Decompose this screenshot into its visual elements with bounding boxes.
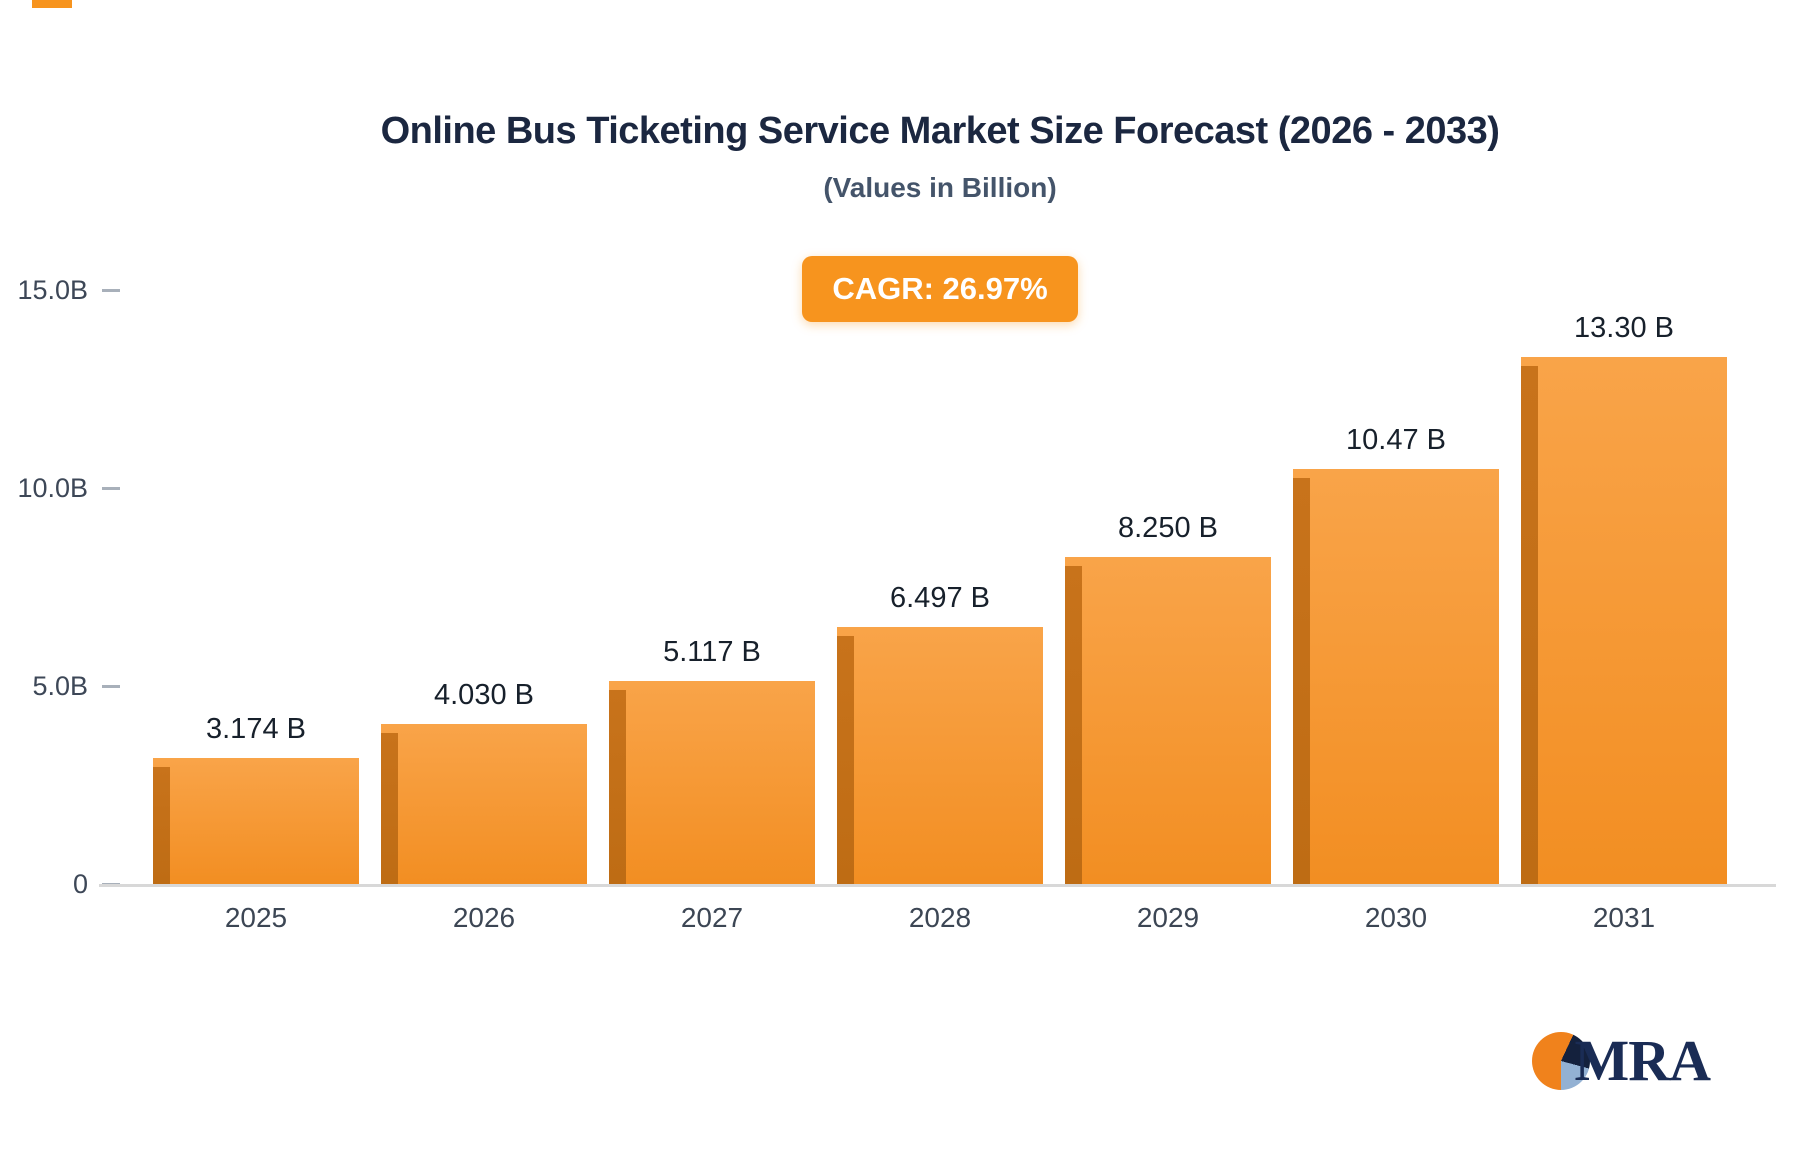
bar-slot: 3.174 B: [153, 290, 359, 884]
x-axis-label: 2031: [1592, 902, 1656, 933]
y-axis-tick-label: 5.0B: [32, 671, 88, 701]
bar-2030: [1293, 469, 1499, 884]
top-left-accent: [32, 0, 72, 8]
x-axis-label: 2027: [680, 902, 744, 933]
bar-value-label: 5.117 B: [663, 636, 761, 669]
bar-slot: 13.30 B: [1521, 290, 1727, 884]
x-axis-labels: 2025 2026 2027 2028 2029 2030 2031: [140, 902, 1740, 934]
bar-value-label: 6.497 B: [890, 581, 990, 614]
bar-value-label: 4.030 B: [434, 679, 534, 712]
bar-slot: 5.117 B: [609, 290, 815, 884]
x-axis-baseline: [99, 884, 1776, 887]
y-axis-tick-mark: [102, 684, 120, 688]
logo-text: MRA: [1574, 1028, 1711, 1093]
chart-title: Online Bus Ticketing Service Market Size…: [380, 110, 1500, 152]
bar-slot: 4.030 B: [381, 290, 587, 884]
plot-area: 3.174 B 4.030 B 5.117 B 6.497 B 8.250 B 10.47…: [140, 290, 1740, 885]
bar-2025: [153, 758, 359, 884]
bar-value-label: 8.250 B: [1118, 512, 1218, 545]
y-axis-tick-mark: [102, 288, 120, 292]
x-axis-label: 2030: [1364, 902, 1428, 933]
y-axis-tick-label: 15.0B: [17, 275, 88, 305]
bar-value-label: 3.174 B: [206, 713, 306, 746]
bar-2027: [609, 681, 815, 884]
chart-subtitle: (Values in Billion): [823, 172, 1057, 203]
y-axis-tick-mark: [102, 486, 120, 490]
bar-value-label: 13.30 B: [1574, 312, 1674, 345]
logo-pie-icon: [1532, 1032, 1591, 1090]
x-axis-label: 2028: [908, 902, 972, 933]
bar-2029: [1065, 557, 1271, 884]
bar-2028: [837, 626, 1043, 885]
x-axis-label: 2026: [452, 902, 516, 933]
bar-2026: [381, 724, 587, 884]
y-axis-tick-label: 10.0B: [17, 473, 88, 503]
bar-2031: [1521, 357, 1727, 884]
cagr-badge: CAGR: 26.97%: [802, 256, 1078, 322]
x-axis-label: 2029: [1136, 902, 1200, 933]
logo: MRA: [1532, 1028, 1711, 1093]
bar-slot: 6.497 B: [837, 290, 1043, 885]
x-axis-label: 2025: [224, 902, 288, 933]
bar-slot: 8.250 B: [1065, 290, 1271, 884]
badge-row: CAGR: 26.97%: [80, 256, 1800, 322]
y-axis-tick-label: 0: [72, 869, 88, 899]
bar-value-label: 10.47 B: [1346, 424, 1446, 457]
bar-slot: 10.47 B: [1293, 290, 1499, 884]
